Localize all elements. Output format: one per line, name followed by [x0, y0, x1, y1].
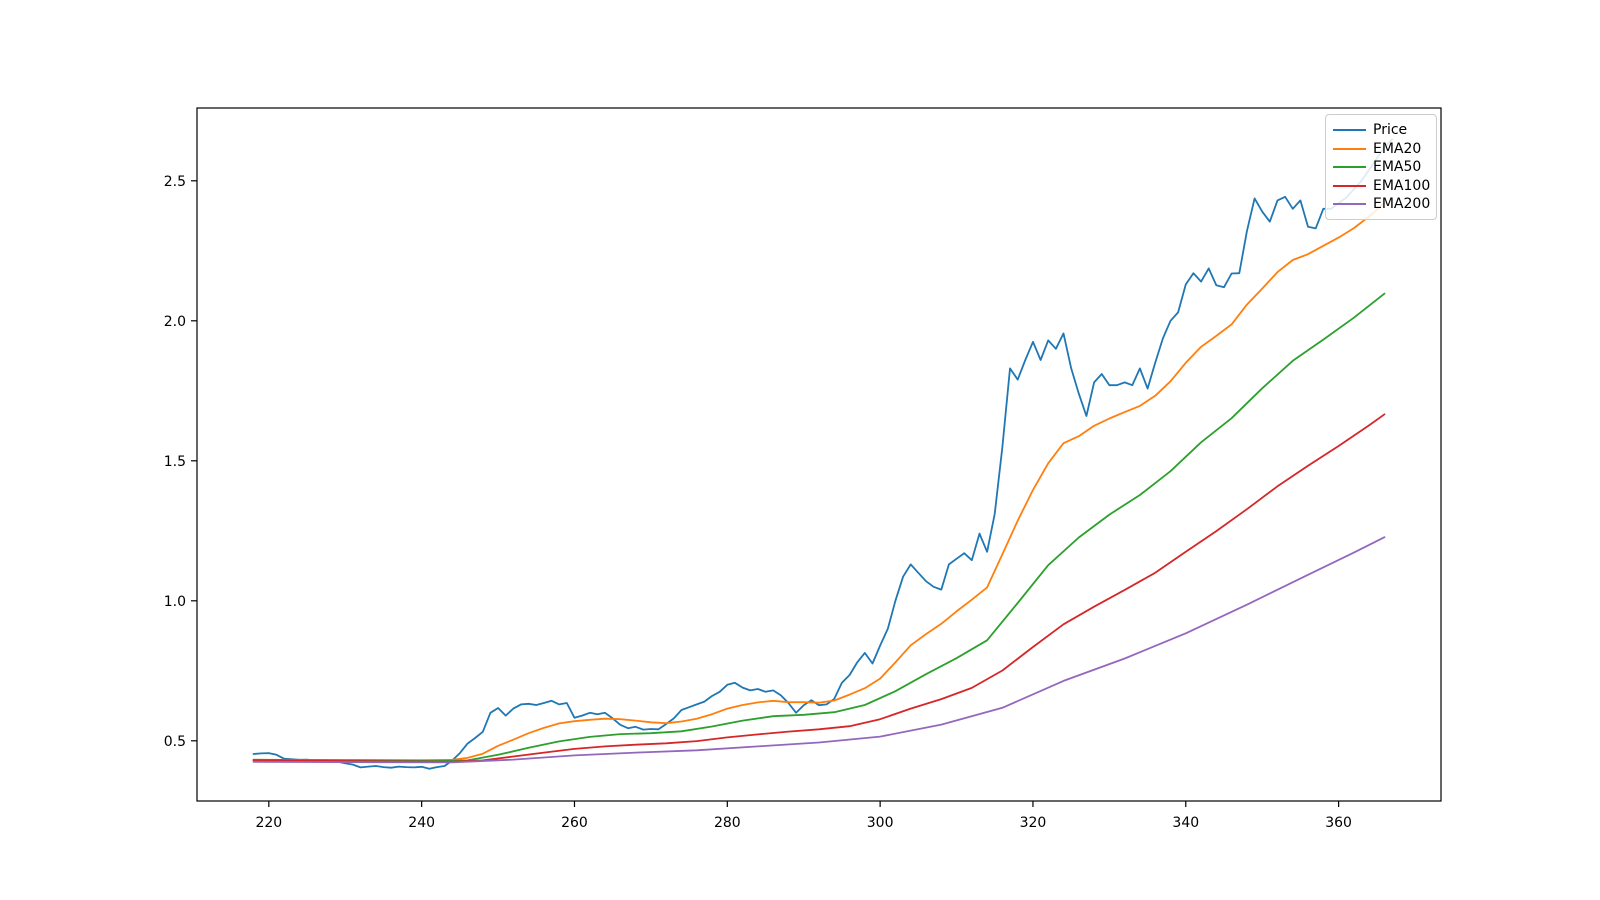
legend-label: EMA50: [1373, 159, 1422, 175]
legend-item-ema20: EMA20: [1333, 140, 1428, 158]
legend-line-sample: [1333, 184, 1366, 187]
legend-label: Price: [1373, 122, 1408, 138]
y-tick-label: 1.5: [164, 454, 186, 470]
plot-area: [252, 138, 1393, 770]
y-tick-label: 0.5: [164, 734, 186, 750]
series-line-price: [252, 138, 1393, 770]
x-tick-label: 320: [1020, 815, 1047, 831]
legend-label: EMA20: [1373, 140, 1422, 157]
series-line-ema20: [252, 201, 1386, 761]
x-tick-label: 300: [867, 815, 894, 831]
series-line-ema200: [252, 536, 1386, 764]
y-tick-label: 2.0: [164, 314, 186, 330]
legend-line-sample: [1333, 166, 1366, 168]
x-tick-label: 280: [714, 815, 741, 831]
legend-label: EMA100: [1373, 177, 1431, 194]
legend-line-sample: [1333, 147, 1366, 150]
legend-item-price: Price: [1333, 121, 1428, 139]
legend-line-sample: [1333, 203, 1366, 205]
x-tick-label: 240: [408, 815, 435, 831]
legend-item-ema100: EMA100: [1333, 177, 1431, 195]
legend-item-ema200: EMA200: [1333, 195, 1431, 213]
legend-item-ema50: EMA50: [1333, 158, 1428, 176]
y-tick-label: 2.5: [164, 174, 186, 190]
axes-frame: [196, 107, 1442, 802]
x-tick-label: 360: [1325, 815, 1352, 831]
legend-line-sample: [1333, 129, 1366, 131]
legend: Price EMA20 EMA50 EMA100 EMA200: [1325, 114, 1437, 220]
x-tick-label: 340: [1172, 815, 1199, 831]
y-tick-label: 1.0: [164, 594, 186, 610]
series-line-ema50: [252, 292, 1386, 762]
x-tick-label: 220: [255, 815, 282, 831]
series-line-ema100: [252, 413, 1386, 763]
legend-label: EMA200: [1373, 196, 1431, 212]
x-tick-label: 260: [561, 815, 588, 831]
